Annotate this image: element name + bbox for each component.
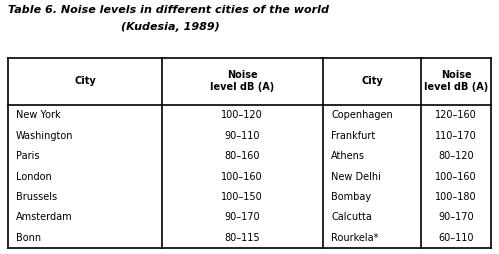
Text: Noise: Noise bbox=[441, 71, 472, 81]
Text: Paris: Paris bbox=[16, 151, 39, 161]
Text: 100–150: 100–150 bbox=[221, 192, 263, 202]
Text: Table 6. Noise levels in different cities of the world: Table 6. Noise levels in different citie… bbox=[8, 5, 329, 15]
Text: New Delhi: New Delhi bbox=[331, 171, 381, 182]
Text: 100–160: 100–160 bbox=[435, 171, 477, 182]
Text: 80–120: 80–120 bbox=[438, 151, 474, 161]
Text: 110–170: 110–170 bbox=[435, 131, 477, 141]
Text: 90–170: 90–170 bbox=[438, 212, 474, 222]
Text: 90–170: 90–170 bbox=[224, 212, 260, 222]
Text: 100–180: 100–180 bbox=[435, 192, 477, 202]
Text: Noise: Noise bbox=[227, 71, 257, 81]
Text: Athens: Athens bbox=[331, 151, 365, 161]
Text: level dB (A): level dB (A) bbox=[424, 83, 488, 92]
Text: (Kudesia, 1989): (Kudesia, 1989) bbox=[121, 22, 220, 32]
Text: 60–110: 60–110 bbox=[438, 233, 474, 243]
Text: London: London bbox=[16, 171, 52, 182]
Text: 90–110: 90–110 bbox=[224, 131, 260, 141]
Text: Copenhagen: Copenhagen bbox=[331, 110, 393, 120]
Text: 100–160: 100–160 bbox=[221, 171, 263, 182]
Text: Calcutta: Calcutta bbox=[331, 212, 372, 222]
Text: level dB (A): level dB (A) bbox=[210, 83, 274, 92]
Text: Brussels: Brussels bbox=[16, 192, 57, 202]
Text: 80–160: 80–160 bbox=[224, 151, 260, 161]
Text: 100–120: 100–120 bbox=[221, 110, 263, 120]
Text: New York: New York bbox=[16, 110, 60, 120]
Text: City: City bbox=[361, 76, 383, 87]
Text: Bombay: Bombay bbox=[331, 192, 371, 202]
Text: 80–115: 80–115 bbox=[224, 233, 260, 243]
Text: Bonn: Bonn bbox=[16, 233, 41, 243]
Text: Frankfurt: Frankfurt bbox=[331, 131, 375, 141]
Text: 120–160: 120–160 bbox=[435, 110, 477, 120]
Text: Washington: Washington bbox=[16, 131, 73, 141]
Text: City: City bbox=[74, 76, 96, 87]
Text: Rourkela*: Rourkela* bbox=[331, 233, 378, 243]
Text: Amsterdam: Amsterdam bbox=[16, 212, 73, 222]
